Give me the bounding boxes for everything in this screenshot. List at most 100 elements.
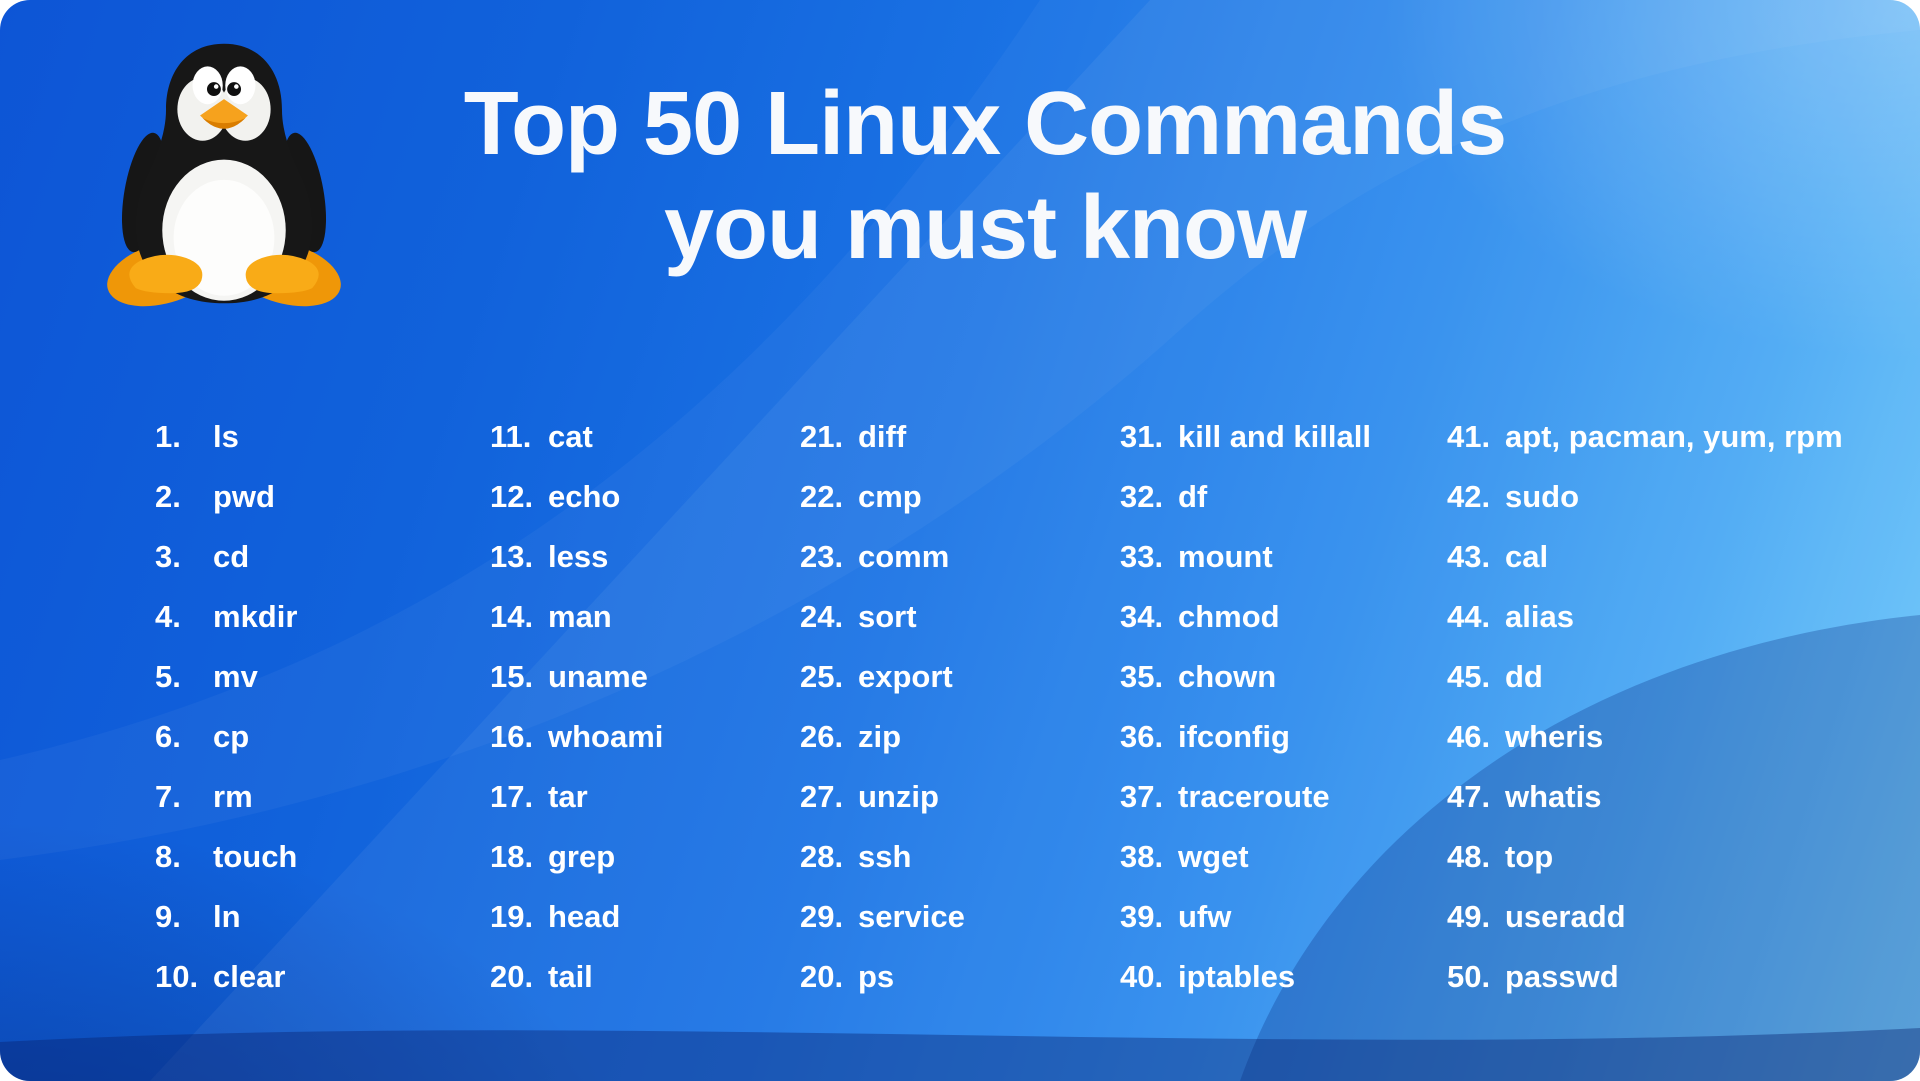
list-item: 16. whoami: [490, 707, 950, 767]
item-command: cmp: [858, 479, 922, 514]
item-command: head: [548, 899, 621, 934]
item-command: top: [1505, 839, 1554, 874]
item-command: whatis: [1505, 779, 1602, 814]
item-number: 12.: [490, 479, 534, 514]
item-number: 21.: [800, 419, 844, 454]
item-number: 9.: [155, 899, 181, 934]
list-item: 49. useradd: [1447, 887, 1907, 947]
item-number: 27.: [800, 779, 844, 814]
item-number: 2.: [155, 479, 181, 514]
command-column-1: 1. ls 2. pwd 3. cd 4. mkdir 5. mv 6. cp 7. rm 8. touch 9…: [155, 407, 615, 1007]
item-command: echo: [548, 479, 621, 514]
item-command: useradd: [1505, 899, 1626, 934]
item-number: 42.: [1447, 479, 1491, 514]
item-command: iptables: [1178, 959, 1296, 994]
tux-logo: [98, 26, 350, 316]
list-item: 22. cmp: [800, 467, 1260, 527]
item-command: cat: [548, 419, 593, 454]
item-number: 22.: [800, 479, 844, 514]
list-item: 11. cat: [490, 407, 950, 467]
item-number: 14.: [490, 599, 534, 634]
item-command: sudo: [1505, 479, 1580, 514]
list-item: 19. head: [490, 887, 950, 947]
item-number: 20.: [800, 959, 844, 994]
list-item: 44. alias: [1447, 587, 1907, 647]
list-item: 4. mkdir: [155, 587, 615, 647]
item-command: tar: [548, 779, 588, 814]
item-command: clear: [213, 959, 286, 994]
title-line1: Top 50 Linux Commands: [463, 74, 1507, 174]
item-command: traceroute: [1178, 779, 1330, 814]
item-number: 38.: [1120, 839, 1164, 874]
command-column-2: 11. cat 12. echo 13. less 14. man 15. uname 16. who…: [490, 407, 950, 1007]
list-item: 46. wheris: [1447, 707, 1907, 767]
item-command: pwd: [213, 479, 275, 514]
item-command: wheris: [1505, 719, 1604, 754]
list-item: 40. iptables: [1120, 947, 1580, 1007]
command-column-5: 41. apt, pacman, yum, rpm 42. sudo 43. cal 44.…: [1447, 407, 1907, 1007]
item-command: df: [1178, 479, 1208, 514]
item-number: 40.: [1120, 959, 1164, 994]
list-item: 8. touch: [155, 827, 615, 887]
list-item: 34. chmod: [1120, 587, 1580, 647]
item-number: 46.: [1447, 719, 1491, 754]
list-item: 24. sort: [800, 587, 1260, 647]
item-number: 31.: [1120, 419, 1164, 454]
item-command: wget: [1178, 839, 1249, 874]
item-number: 34.: [1120, 599, 1164, 634]
list-item: 36. ifconfig: [1120, 707, 1580, 767]
item-command: ls: [213, 419, 239, 454]
list-item: 23. comm: [800, 527, 1260, 587]
item-command: cd: [213, 539, 250, 574]
item-command: mkdir: [213, 599, 298, 634]
command-column-3: 21. diff 22. cmp 23. comm 24. sort 25. export 26. z…: [800, 407, 1260, 1007]
item-command: grep: [548, 839, 616, 874]
item-command: less: [548, 539, 609, 574]
item-number: 36.: [1120, 719, 1164, 754]
item-command: comm: [858, 539, 950, 574]
list-item: 13. less: [490, 527, 950, 587]
item-number: 28.: [800, 839, 844, 874]
item-number: 50.: [1447, 959, 1491, 994]
item-command: kill and killall: [1178, 419, 1371, 454]
item-number: 19.: [490, 899, 534, 934]
item-number: 3.: [155, 539, 181, 574]
list-item: 9. ln: [155, 887, 615, 947]
list-item: 42. sudo: [1447, 467, 1907, 527]
list-item: 26. zip: [800, 707, 1260, 767]
list-item: 28. ssh: [800, 827, 1260, 887]
item-command: dd: [1505, 659, 1543, 694]
item-command: zip: [858, 719, 902, 754]
list-item: 32. df: [1120, 467, 1580, 527]
item-number: 7.: [155, 779, 181, 814]
list-item: 10. clear: [155, 947, 615, 1007]
list-item: 12. echo: [490, 467, 950, 527]
list-item: 14. man: [490, 587, 950, 647]
item-command: diff: [858, 419, 907, 454]
item-command: alias: [1505, 599, 1574, 634]
item-command: cp: [213, 719, 250, 754]
item-number: 47.: [1447, 779, 1491, 814]
item-command: chown: [1178, 659, 1277, 694]
list-item: 37. traceroute: [1120, 767, 1580, 827]
item-number: 1.: [155, 419, 181, 454]
item-command: uname: [548, 659, 648, 694]
list-item: 6. cp: [155, 707, 615, 767]
item-number: 49.: [1447, 899, 1491, 934]
item-number: 11.: [490, 419, 532, 454]
list-item: 1. ls: [155, 407, 615, 467]
item-command: passwd: [1505, 959, 1619, 994]
list-item: 17. tar: [490, 767, 950, 827]
item-number: 35.: [1120, 659, 1164, 694]
item-number: 15.: [490, 659, 534, 694]
list-item: 18. grep: [490, 827, 950, 887]
command-column-4: 31. kill and killall 32. df 33. mount 34. chmod…: [1120, 407, 1580, 1007]
item-number: 4.: [155, 599, 181, 634]
list-item: 20. tail: [490, 947, 950, 1007]
list-item: 33. mount: [1120, 527, 1580, 587]
item-number: 23.: [800, 539, 844, 574]
item-command: sort: [858, 599, 917, 634]
item-command: rm: [213, 779, 253, 814]
